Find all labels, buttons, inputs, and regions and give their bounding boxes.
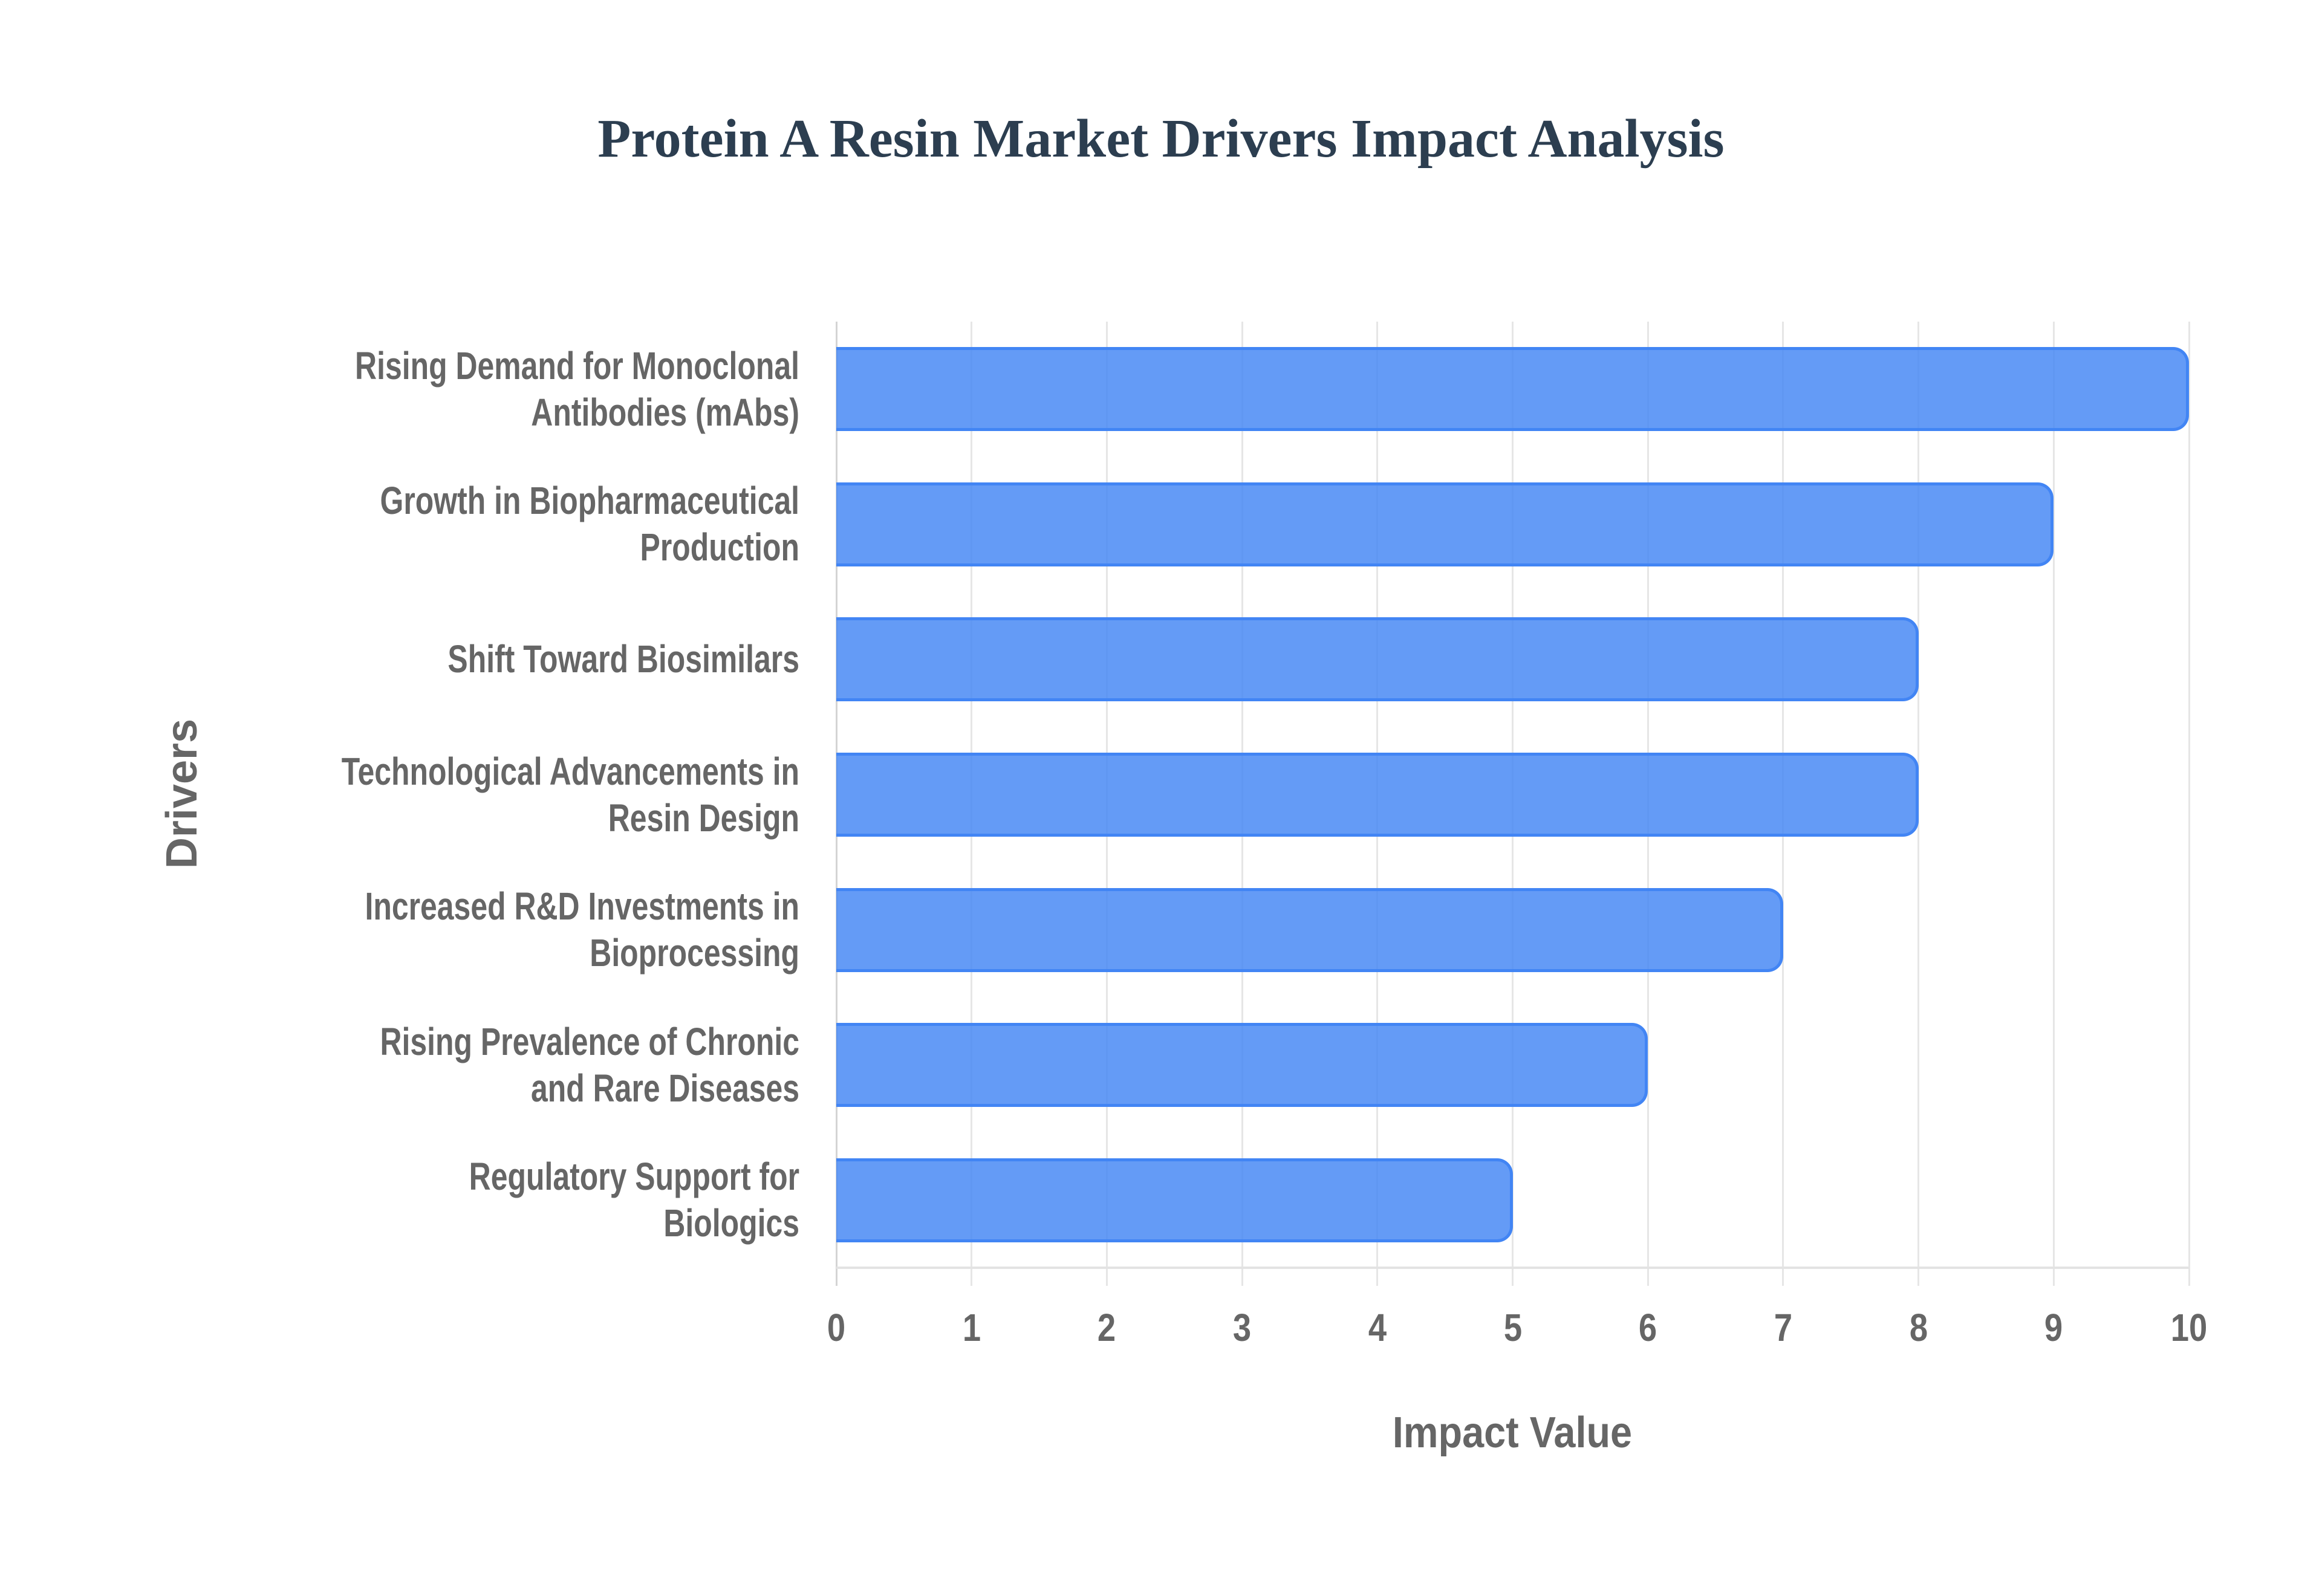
y-category-label: Rising Demand for Monoclonal Antibodies … [355,343,799,434]
x-tick-label: 7 [1774,1306,1793,1349]
x-tick-label: 2 [1098,1306,1116,1349]
bar[interactable] [836,753,1919,837]
gridline [2188,322,2190,1286]
bar[interactable] [836,1023,1648,1108]
bar[interactable] [836,617,1919,702]
y-category-label: Increased R&D Investments in Bioprocessi… [365,884,799,975]
y-category-label: Rising Prevalence of Chronic and Rare Di… [380,1019,799,1110]
x-axis-line [836,1267,2189,1269]
x-tick-label: 4 [1368,1306,1387,1349]
y-category-label: Regulatory Support for Biologics [469,1155,799,1245]
bar[interactable] [836,1158,1513,1242]
bar[interactable] [836,482,2054,566]
chart-title: Protein A Resin Market Drivers Impact An… [597,109,1725,169]
x-tick-label: 9 [2044,1306,2063,1349]
x-tick-label: 1 [962,1306,981,1349]
y-category-label: Shift Toward Biosimilars [447,637,799,681]
x-tick-label: 5 [1503,1306,1522,1349]
gridline [2052,322,2055,1286]
bar[interactable] [836,347,2189,432]
x-tick-label: 10 [2170,1306,2208,1349]
x-tick-label: 3 [1232,1306,1252,1349]
y-category-label: Growth in Biopharmaceutical Production [380,479,799,569]
plot-area [835,322,2190,1286]
bar[interactable] [836,887,1783,972]
x-axis-title: Impact Value [1392,1409,1633,1457]
x-tick-label: 8 [1909,1306,1928,1349]
x-tick-label: 6 [1639,1306,1657,1349]
gridline [1917,322,1920,1286]
x-tick-label: 0 [827,1306,846,1349]
y-category-label: Technological Advancements in Resin Desi… [341,749,799,840]
